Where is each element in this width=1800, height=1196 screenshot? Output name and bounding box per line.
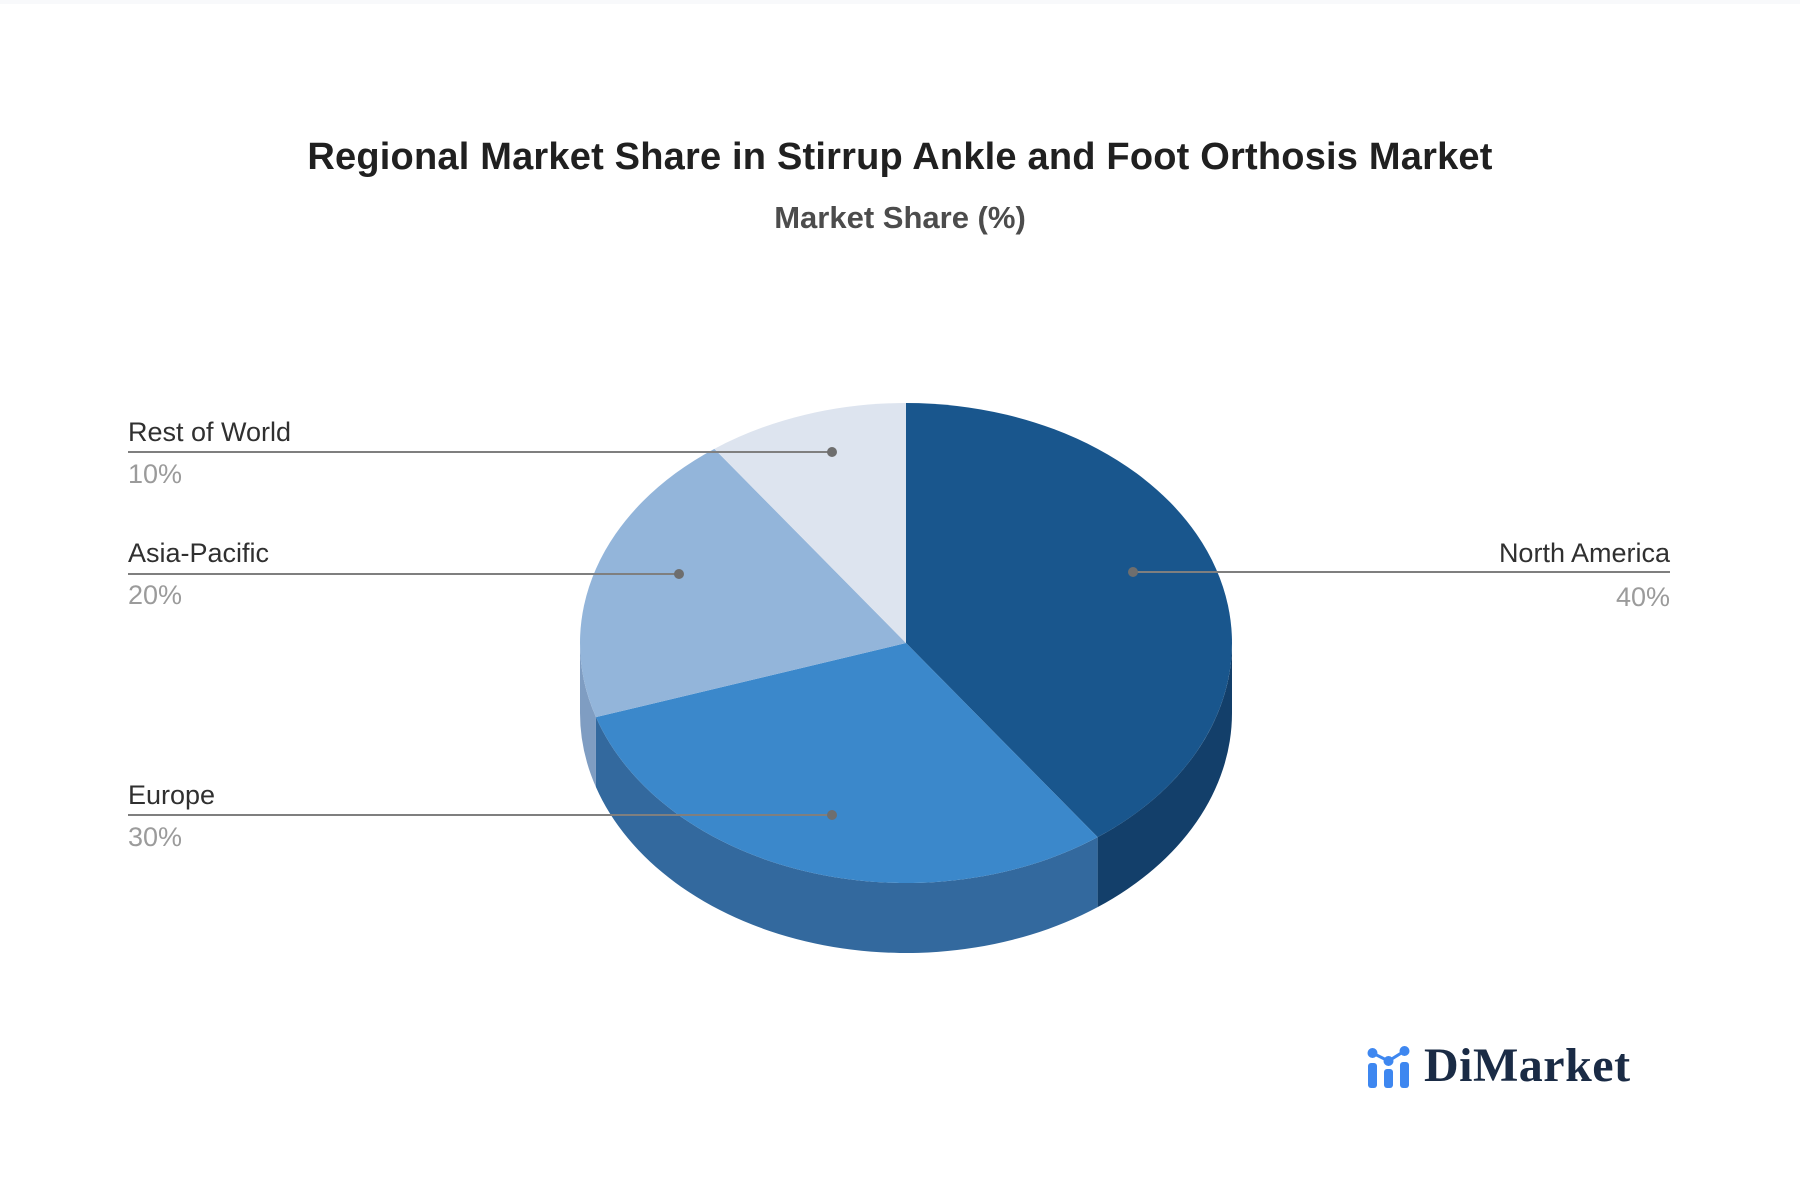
- leader-dot-asia-pacific: [674, 569, 684, 579]
- value-asia-pacific: 20%: [128, 580, 183, 610]
- slice-asia-pacific[interactable]: [580, 448, 906, 718]
- bar-line-chart-icon: [1367, 1046, 1410, 1088]
- slice-north-america[interactable]: [906, 403, 1232, 838]
- dimarket-logo: DiMarket: [1366, 1039, 1631, 1092]
- leader-lines-group: [128, 447, 1670, 820]
- logo-text: DiMarket: [1424, 1039, 1631, 1092]
- label-asia-pacific: Asia-Pacific: [128, 538, 270, 568]
- label-europe: Europe: [128, 780, 216, 810]
- value-north-america: 40%: [1615, 582, 1670, 612]
- pie-slices-group: [580, 403, 1232, 953]
- value-rest-of-world: 10%: [128, 459, 183, 489]
- leader-dot-rest-of-world: [827, 447, 837, 457]
- top-strip: [0, 0, 1800, 4]
- slice-rest-of-world[interactable]: [714, 403, 906, 643]
- side-north-america: [1097, 643, 1232, 908]
- label-rest-of-world: Rest of World: [128, 417, 292, 447]
- chart-title: Regional Market Share in Stirrup Ankle a…: [307, 136, 1493, 178]
- slice-europe[interactable]: [595, 643, 1098, 883]
- chart-subtitle: Market Share (%): [774, 200, 1026, 235]
- side-europe: [595, 717, 1098, 953]
- leader-dot-north-america: [1128, 567, 1138, 577]
- value-europe: 30%: [128, 822, 183, 852]
- label-north-america: North America: [1498, 538, 1670, 568]
- leader-dot-europe: [827, 810, 837, 820]
- side-asia-pacific: [580, 643, 596, 788]
